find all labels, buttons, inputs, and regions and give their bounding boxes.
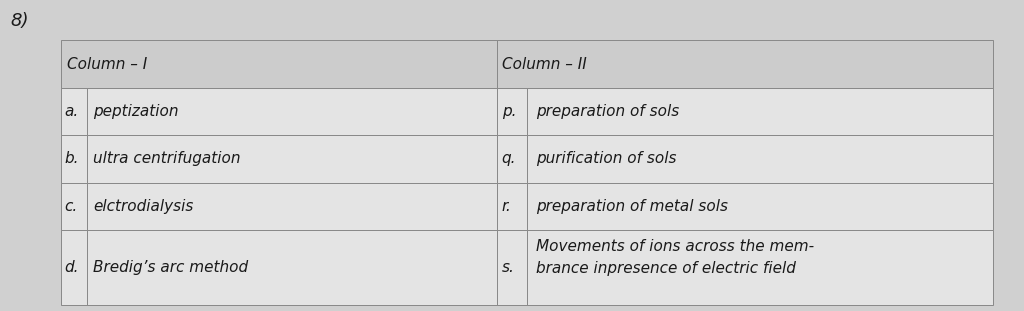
Bar: [497, 230, 527, 305]
Text: Column – II: Column – II: [502, 57, 587, 72]
Bar: [61, 135, 87, 183]
Text: Column – I: Column – I: [67, 57, 146, 72]
Text: Bredig’s arc method: Bredig’s arc method: [93, 260, 248, 275]
Text: peptization: peptization: [93, 104, 178, 119]
Text: Movements of ions across the mem-
brance inpresence of electric field: Movements of ions across the mem- brance…: [536, 239, 814, 276]
Text: b.: b.: [65, 151, 79, 166]
Bar: [61, 40, 497, 88]
Bar: [87, 88, 497, 135]
Text: r.: r.: [502, 199, 512, 214]
Bar: [87, 183, 497, 230]
Text: a.: a.: [65, 104, 79, 119]
Bar: [527, 135, 993, 183]
Text: p.: p.: [502, 104, 516, 119]
Text: ultra centrifugation: ultra centrifugation: [93, 151, 241, 166]
Bar: [61, 183, 87, 230]
Text: c.: c.: [65, 199, 78, 214]
Text: 8): 8): [10, 12, 29, 30]
Text: preparation of sols: preparation of sols: [536, 104, 679, 119]
Bar: [527, 183, 993, 230]
Bar: [527, 88, 993, 135]
Bar: [61, 230, 87, 305]
Text: purification of sols: purification of sols: [536, 151, 676, 166]
Bar: [87, 230, 497, 305]
Text: s.: s.: [502, 260, 515, 275]
Text: preparation of metal sols: preparation of metal sols: [536, 199, 727, 214]
Bar: [497, 183, 527, 230]
Text: d.: d.: [65, 260, 79, 275]
Bar: [61, 88, 87, 135]
Bar: [497, 135, 527, 183]
Bar: [87, 135, 497, 183]
Text: q.: q.: [502, 151, 516, 166]
Text: elctrodialysis: elctrodialysis: [93, 199, 194, 214]
Bar: [527, 230, 993, 305]
Bar: [497, 88, 527, 135]
Bar: [497, 40, 993, 88]
